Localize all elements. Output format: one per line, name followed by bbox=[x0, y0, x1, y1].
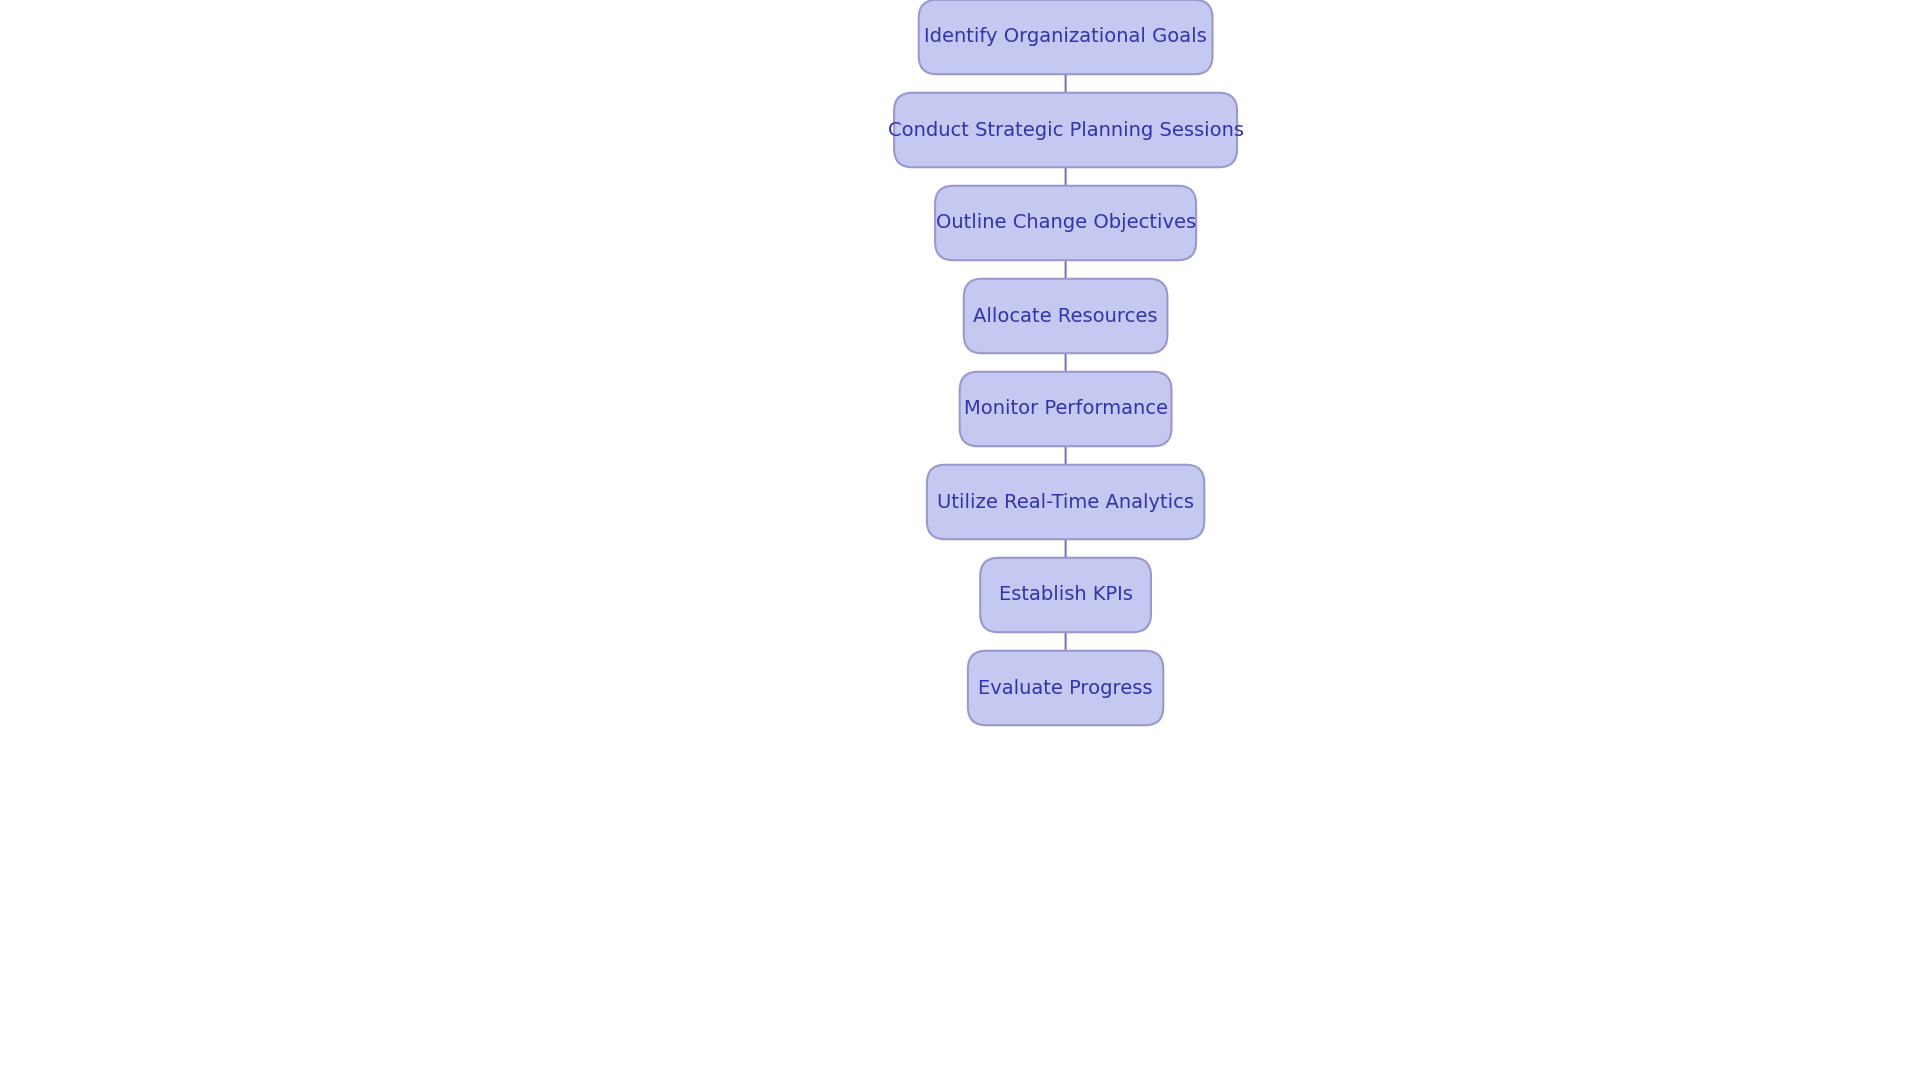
FancyBboxPatch shape bbox=[895, 93, 1236, 167]
Text: Evaluate Progress: Evaluate Progress bbox=[979, 679, 1152, 697]
FancyBboxPatch shape bbox=[968, 651, 1164, 726]
Text: Outline Change Objectives: Outline Change Objectives bbox=[935, 213, 1196, 233]
FancyBboxPatch shape bbox=[927, 465, 1204, 539]
FancyBboxPatch shape bbox=[935, 186, 1196, 260]
Text: Conduct Strategic Planning Sessions: Conduct Strategic Planning Sessions bbox=[887, 120, 1244, 140]
Text: Allocate Resources: Allocate Resources bbox=[973, 306, 1158, 326]
Text: Utilize Real-Time Analytics: Utilize Real-Time Analytics bbox=[937, 493, 1194, 511]
FancyBboxPatch shape bbox=[981, 558, 1150, 632]
Text: Identify Organizational Goals: Identify Organizational Goals bbox=[924, 27, 1208, 47]
FancyBboxPatch shape bbox=[964, 278, 1167, 353]
FancyBboxPatch shape bbox=[960, 371, 1171, 446]
FancyBboxPatch shape bbox=[918, 0, 1213, 75]
Text: Monitor Performance: Monitor Performance bbox=[964, 400, 1167, 418]
Text: Establish KPIs: Establish KPIs bbox=[998, 586, 1133, 604]
